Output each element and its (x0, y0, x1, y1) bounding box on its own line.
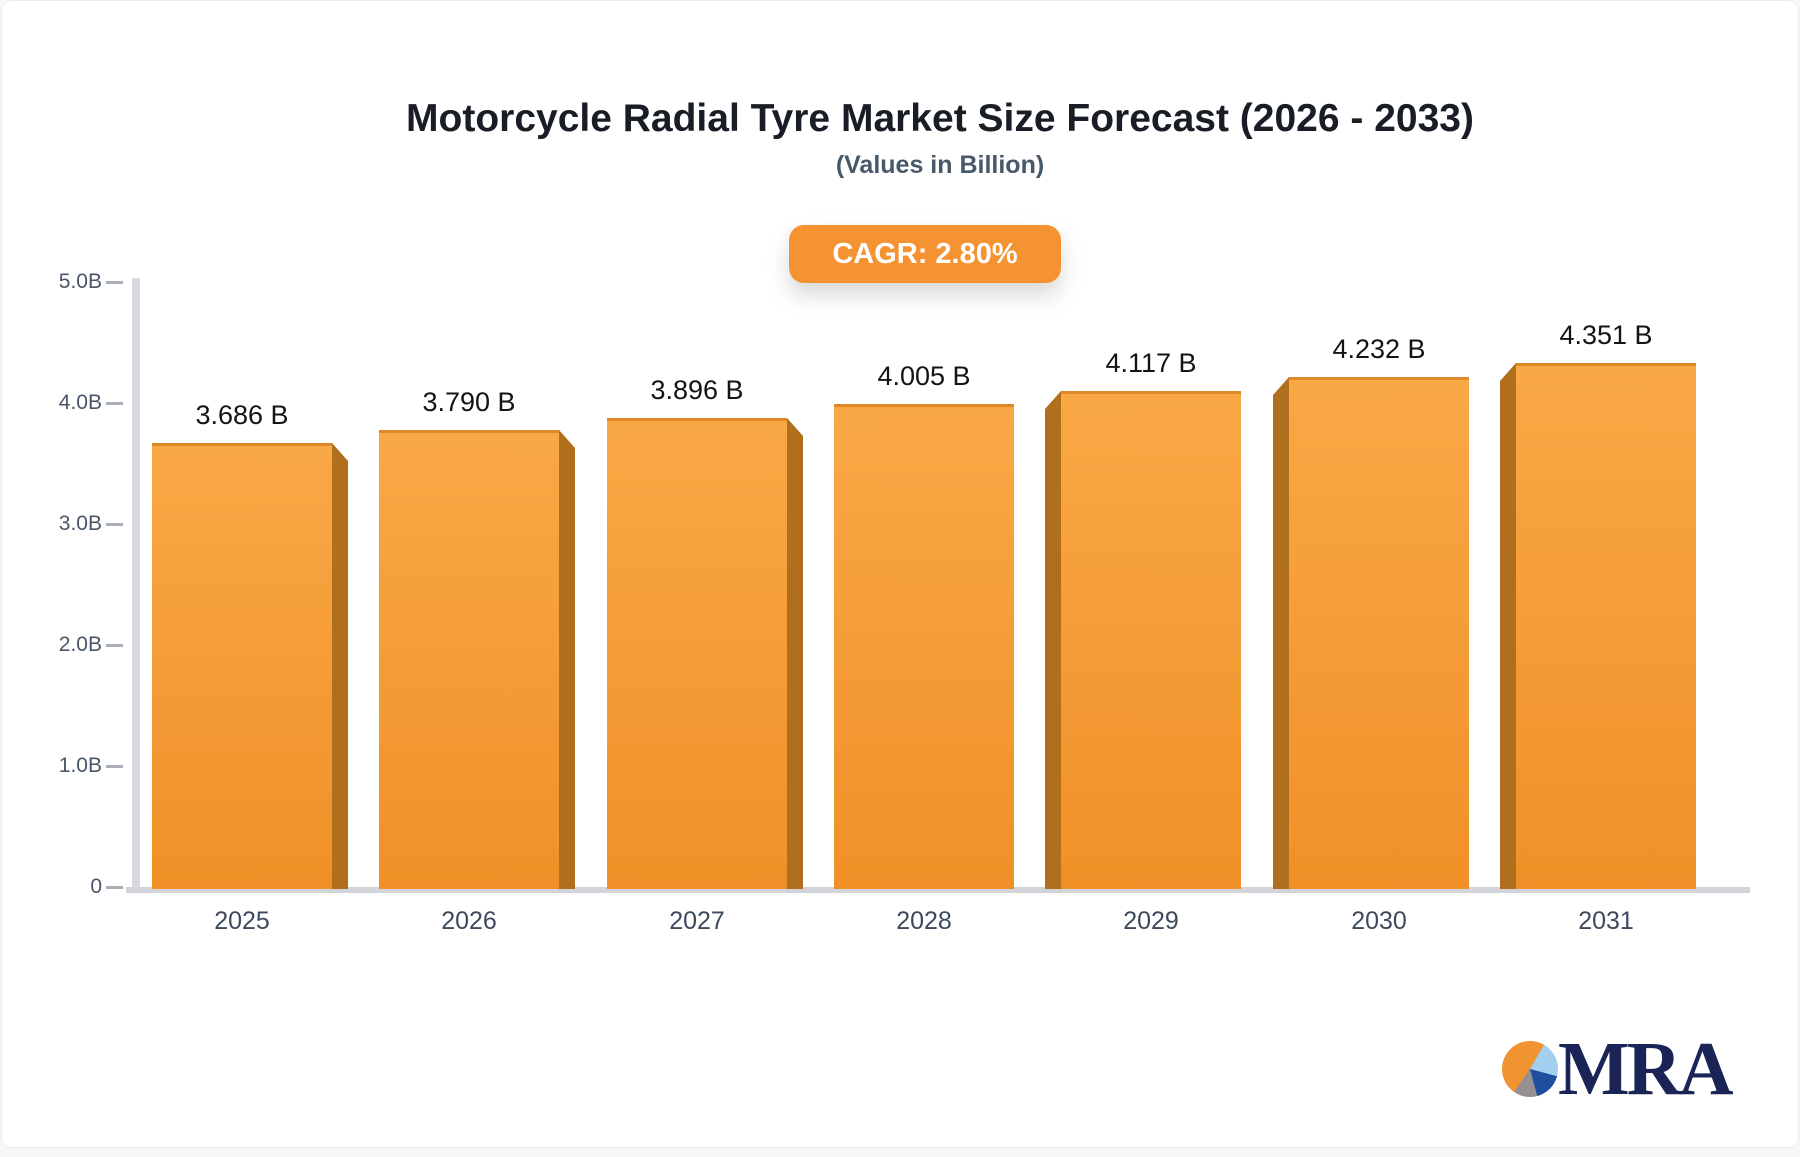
bar-face (834, 404, 1014, 889)
x-axis-baseline (126, 887, 1750, 893)
y-axis-line (132, 278, 140, 891)
bar-3d-corner (787, 418, 803, 436)
bar-face (379, 430, 559, 889)
y-axis-tick-mark (106, 523, 123, 526)
x-axis-category-label: 2029 (1123, 907, 1179, 935)
logo-text: MRA (1558, 1027, 1734, 1111)
chart-title: Motorcycle Radial Tyre Market Size Forec… (406, 97, 1474, 140)
bar-3d-corner (559, 430, 575, 448)
bar-group-2029[interactable]: 4.117 B 2029 (1045, 348, 1241, 935)
y-axis-tick-label: 4.0B (58, 391, 102, 414)
y-axis-tick-label: 0 (90, 875, 102, 898)
cagr-badge-label: CAGR: 2.80% (832, 237, 1018, 270)
bar-3d-side (1500, 381, 1516, 889)
chart-subtitle: (Values in Billion) (835, 151, 1045, 179)
bar-face (1289, 377, 1469, 889)
bar-3d-side (332, 461, 348, 889)
cagr-badge: CAGR: 2.80% (789, 225, 1061, 283)
x-axis-category-label: 2031 (1578, 907, 1634, 935)
bar-value-label: 3.896 B (650, 375, 744, 405)
bar-value-label: 4.351 B (1559, 320, 1653, 350)
y-axis-tick-mark (106, 765, 123, 768)
bar-value-label: 3.790 B (422, 387, 516, 417)
bar-group-2028[interactable]: 4.005 B 2028 (834, 361, 1014, 935)
bar-face (1061, 391, 1241, 889)
bar-3d-corner (1045, 391, 1061, 409)
y-axis-tick-label: 3.0B (58, 512, 102, 535)
bar-group-2030[interactable]: 4.232 B 2030 (1273, 334, 1469, 935)
bar-3d-side (1273, 395, 1289, 889)
bar-face (152, 443, 332, 889)
y-axis-tick-mark (106, 402, 123, 405)
pie-chart-logo-icon (1502, 1041, 1558, 1097)
bar-3d-corner (1273, 377, 1289, 395)
bar-3d-side (559, 448, 575, 889)
y-axis-tick-label: 2.0B (58, 633, 102, 656)
bar-value-label: 4.117 B (1105, 348, 1197, 378)
bar-3d-side (787, 436, 803, 889)
bar-value-label: 4.005 B (877, 361, 971, 391)
x-axis-category-label: 2025 (214, 907, 270, 935)
y-axis-tick-mark (106, 281, 123, 284)
mra-logo: MRA (1502, 1027, 1734, 1111)
bar-value-label: 3.686 B (195, 400, 289, 430)
bar-3d-corner (332, 443, 348, 461)
y-axis-tick-mark (106, 886, 123, 889)
bar-face (607, 418, 787, 889)
bar-3d-corner (1500, 363, 1516, 381)
bar-group-2031[interactable]: 4.351 B 2031 (1500, 320, 1696, 935)
x-axis-category-label: 2030 (1351, 907, 1407, 935)
bar-group-2025[interactable]: 3.686 B 2025 (152, 400, 348, 935)
bar-group-2027[interactable]: 3.896 B 2027 (607, 375, 803, 935)
bar-value-label: 4.232 B (1332, 334, 1426, 364)
y-axis-tick-label: 5.0B (58, 270, 102, 293)
bar-group-2026[interactable]: 3.790 B 2026 (379, 387, 575, 935)
y-axis-tick-mark (106, 644, 123, 647)
x-axis-category-label: 2027 (669, 907, 725, 935)
bar-face (1516, 363, 1696, 889)
y-axis-tick-label: 1.0B (58, 754, 102, 777)
x-axis-category-label: 2026 (441, 907, 497, 935)
bar-3d-side (1045, 409, 1061, 889)
x-axis-category-label: 2028 (896, 907, 952, 935)
